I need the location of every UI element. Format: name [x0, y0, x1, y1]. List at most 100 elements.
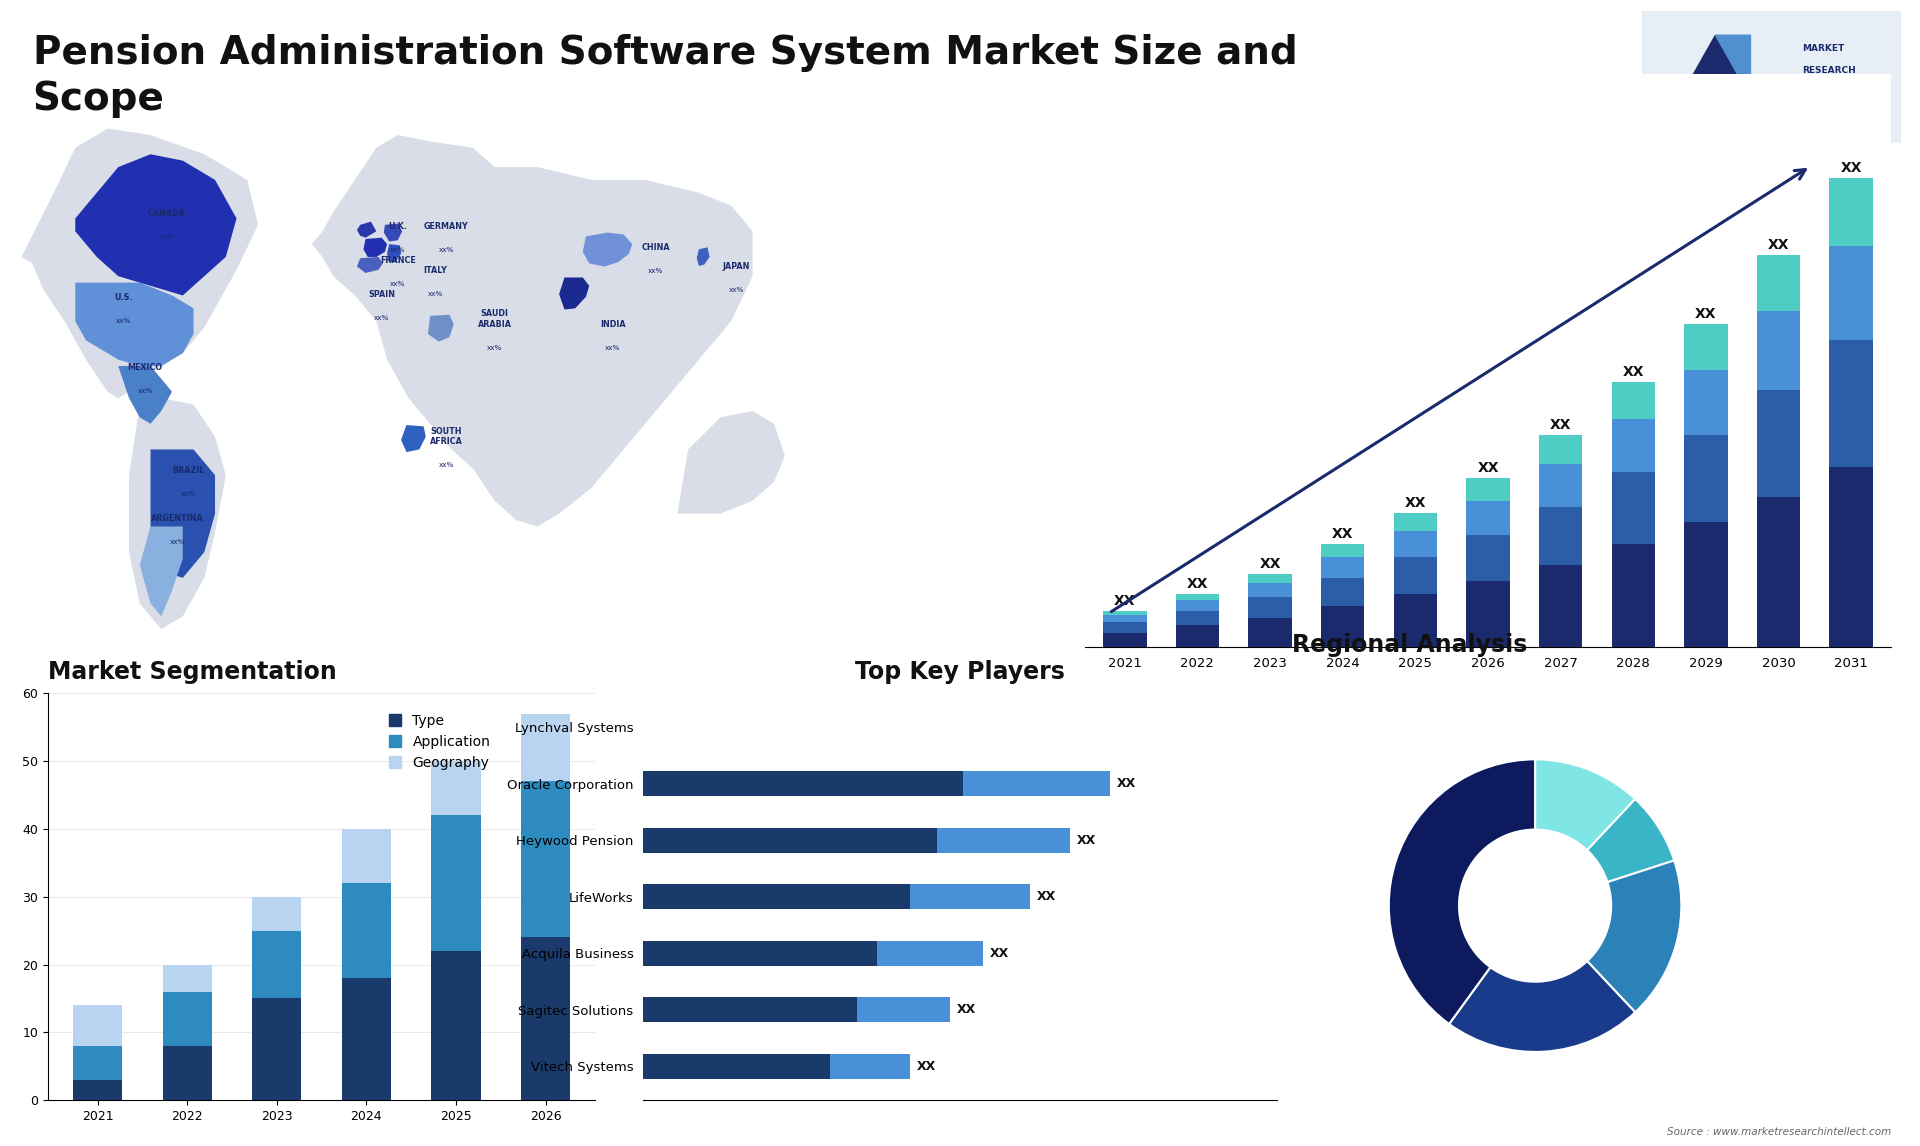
- Bar: [964, 771, 1110, 796]
- Bar: [1757, 497, 1801, 647]
- Bar: [829, 1053, 910, 1080]
- Bar: [1830, 468, 1874, 647]
- Text: INTELLECT: INTELLECT: [1803, 88, 1857, 97]
- Bar: [1321, 557, 1365, 578]
- Bar: [73, 1080, 123, 1100]
- Text: Pension Administration Software System Market Size and
Scope: Pension Administration Software System M…: [33, 34, 1298, 118]
- Bar: [1175, 611, 1219, 626]
- Text: MEXICO: MEXICO: [127, 363, 163, 372]
- Bar: [252, 896, 301, 931]
- Text: MARKET: MARKET: [1803, 44, 1845, 53]
- Bar: [1467, 478, 1509, 501]
- Text: XX: XX: [1114, 594, 1135, 607]
- Bar: [1394, 557, 1438, 595]
- Bar: [342, 829, 392, 884]
- Bar: [643, 771, 964, 796]
- Text: Source : www.marketresearchintellect.com: Source : www.marketresearchintellect.com: [1667, 1127, 1891, 1137]
- Polygon shape: [75, 155, 236, 296]
- Title: Regional Analysis: Regional Analysis: [1292, 633, 1526, 657]
- Text: XX: XX: [991, 947, 1010, 959]
- Polygon shape: [401, 425, 426, 452]
- Bar: [1538, 464, 1582, 508]
- Text: XX: XX: [1332, 527, 1354, 541]
- Bar: [877, 941, 983, 966]
- Bar: [163, 991, 211, 1046]
- Text: xx%: xx%: [428, 291, 444, 297]
- Bar: [1248, 574, 1292, 582]
- Bar: [342, 884, 392, 979]
- Bar: [520, 782, 570, 937]
- Text: XX: XX: [1260, 557, 1281, 571]
- Bar: [1394, 531, 1438, 557]
- Text: JAPAN: JAPAN: [722, 262, 751, 272]
- Text: xx%: xx%: [488, 345, 503, 351]
- Bar: [1175, 595, 1219, 601]
- Text: CHINA: CHINA: [641, 243, 670, 252]
- Text: CANADA: CANADA: [148, 210, 186, 219]
- Text: XX: XX: [1695, 307, 1716, 321]
- Text: FRANCE: FRANCE: [380, 256, 417, 265]
- Text: xx%: xx%: [438, 462, 453, 469]
- Polygon shape: [428, 315, 453, 342]
- Polygon shape: [384, 223, 401, 242]
- Polygon shape: [357, 221, 376, 237]
- Bar: [1684, 434, 1728, 521]
- Text: xx%: xx%: [138, 388, 154, 394]
- Bar: [1538, 434, 1582, 464]
- Bar: [1611, 544, 1655, 647]
- Bar: [73, 1046, 123, 1080]
- Polygon shape: [363, 237, 388, 257]
- Text: XX: XX: [1622, 364, 1644, 378]
- Bar: [342, 979, 392, 1100]
- Bar: [1321, 578, 1365, 606]
- Text: XX: XX: [1187, 578, 1208, 591]
- Text: U.K.: U.K.: [388, 222, 407, 231]
- Text: xx%: xx%: [169, 540, 184, 545]
- Polygon shape: [559, 277, 589, 309]
- Polygon shape: [140, 526, 182, 617]
- Text: XX: XX: [1037, 890, 1056, 903]
- Bar: [643, 997, 856, 1022]
- Polygon shape: [75, 283, 194, 366]
- Bar: [1830, 340, 1874, 468]
- Text: xx%: xx%: [374, 315, 390, 321]
- Bar: [937, 827, 1069, 853]
- Bar: [1757, 391, 1801, 497]
- Bar: [1684, 521, 1728, 647]
- Bar: [1830, 245, 1874, 340]
- Bar: [910, 884, 1029, 910]
- Text: ARGENTINA: ARGENTINA: [152, 515, 204, 524]
- Text: XX: XX: [1405, 496, 1427, 510]
- Bar: [1611, 382, 1655, 418]
- Bar: [643, 827, 937, 853]
- Text: xx%: xx%: [605, 345, 620, 351]
- Bar: [1757, 254, 1801, 311]
- Wedge shape: [1588, 861, 1682, 1012]
- Text: XX: XX: [916, 1060, 935, 1073]
- Bar: [856, 997, 950, 1022]
- Bar: [1467, 501, 1509, 535]
- Bar: [1394, 595, 1438, 647]
- Polygon shape: [150, 449, 215, 578]
- Wedge shape: [1388, 760, 1536, 1025]
- FancyArrowPatch shape: [1112, 170, 1805, 612]
- Wedge shape: [1536, 760, 1636, 850]
- Bar: [1684, 370, 1728, 434]
- Polygon shape: [311, 135, 753, 526]
- Bar: [643, 884, 910, 910]
- Bar: [1248, 597, 1292, 618]
- Text: xx%: xx%: [730, 288, 745, 293]
- Bar: [252, 931, 301, 998]
- Bar: [1467, 535, 1509, 581]
- Text: xx%: xx%: [390, 248, 405, 253]
- Polygon shape: [129, 398, 227, 629]
- Text: XX: XX: [956, 1003, 975, 1017]
- Bar: [1467, 581, 1509, 647]
- Polygon shape: [119, 366, 173, 424]
- Bar: [1830, 178, 1874, 245]
- Bar: [1394, 513, 1438, 531]
- Text: RESEARCH: RESEARCH: [1803, 66, 1857, 76]
- Text: Market Segmentation: Market Segmentation: [48, 660, 336, 684]
- Polygon shape: [357, 257, 382, 273]
- Bar: [1538, 565, 1582, 647]
